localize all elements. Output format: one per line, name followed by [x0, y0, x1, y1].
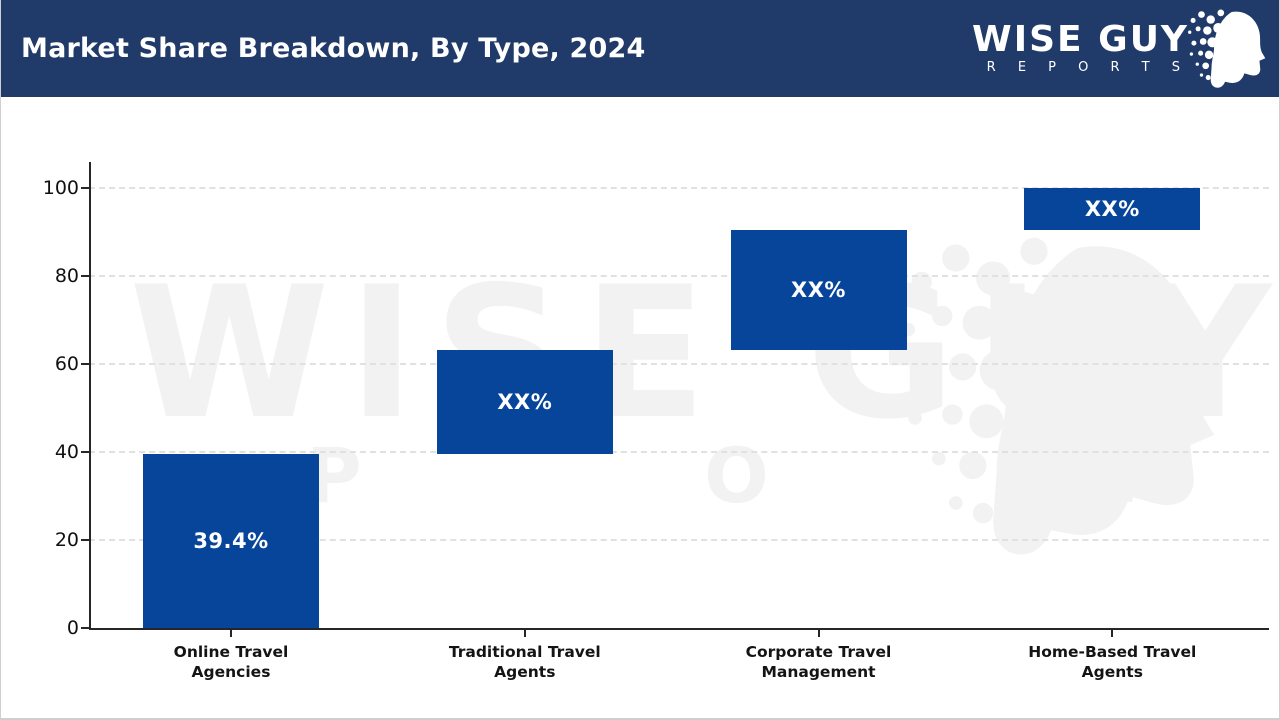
gridline: [89, 450, 1269, 453]
watermark-face-icon: [901, 237, 1215, 555]
x-axis-tick-mark: [523, 630, 526, 637]
x-axis-tick-mark: [1111, 630, 1114, 637]
bar-value-label: XX%: [1084, 196, 1140, 221]
x-axis-tick-mark: [230, 630, 232, 637]
y-axis-tick-mark: [81, 627, 89, 629]
logo-wordmark: WISE GUY: [971, 18, 1189, 60]
y-axis-line: [89, 162, 91, 630]
y-axis-tick-label: 80: [54, 264, 79, 287]
face-profile-icon: [1188, 9, 1266, 88]
bar-segment: XX%: [436, 349, 613, 455]
wise-guy-reports-logo: WISE GUY R E P O R T S: [971, 7, 1279, 91]
y-axis-tick-mark: [81, 186, 89, 189]
y-axis-tick-label: 20: [54, 528, 79, 551]
bar-segment: 39.4%: [143, 454, 319, 628]
logo-subtitle: R E P O R T S: [986, 59, 1189, 75]
bar-value-label: XX%: [497, 390, 553, 414]
logo-text: WISE GUY R E P O R T S: [971, 18, 1189, 76]
header-bar: Market Share Breakdown, By Type, 2024 WI…: [1, 0, 1279, 97]
x-axis-category-label: Corporate Travel Management: [745, 643, 892, 681]
y-axis-tick-label: 100: [42, 176, 79, 199]
y-axis-tick-mark: [81, 362, 89, 365]
bar-value-label: 39.4%: [193, 529, 269, 554]
bar-segment: XX%: [730, 229, 907, 350]
page-title: Market Share Breakdown, By Type, 2024: [21, 33, 646, 64]
gridline: [89, 538, 1269, 541]
y-axis-tick-mark: [81, 538, 89, 541]
x-axis-tick-mark: [817, 630, 820, 637]
bar-segment: XX%: [1024, 187, 1201, 230]
gridline: [89, 186, 1269, 189]
y-axis-tick-label: 40: [54, 440, 79, 463]
x-axis-category-label: Online Travel Agencies: [173, 643, 289, 681]
bar-value-label: XX%: [791, 277, 846, 302]
plot-area: 0 20 40 60 80 100 39.4% Online Travel Agencies XX…: [1, 97, 1279, 718]
y-axis-tick-mark: [81, 450, 89, 453]
y-axis-tick-label: 60: [54, 352, 79, 375]
x-axis-line: [89, 628, 1269, 630]
gridline: [89, 362, 1269, 365]
x-axis-category-label: Traditional Travel Agents: [448, 643, 601, 681]
y-axis-tick-label: 0: [66, 617, 79, 639]
y-axis-tick-mark: [81, 274, 89, 277]
gridline: [89, 274, 1269, 277]
x-axis-category-label: Home-Based Travel Agents: [1028, 643, 1197, 681]
